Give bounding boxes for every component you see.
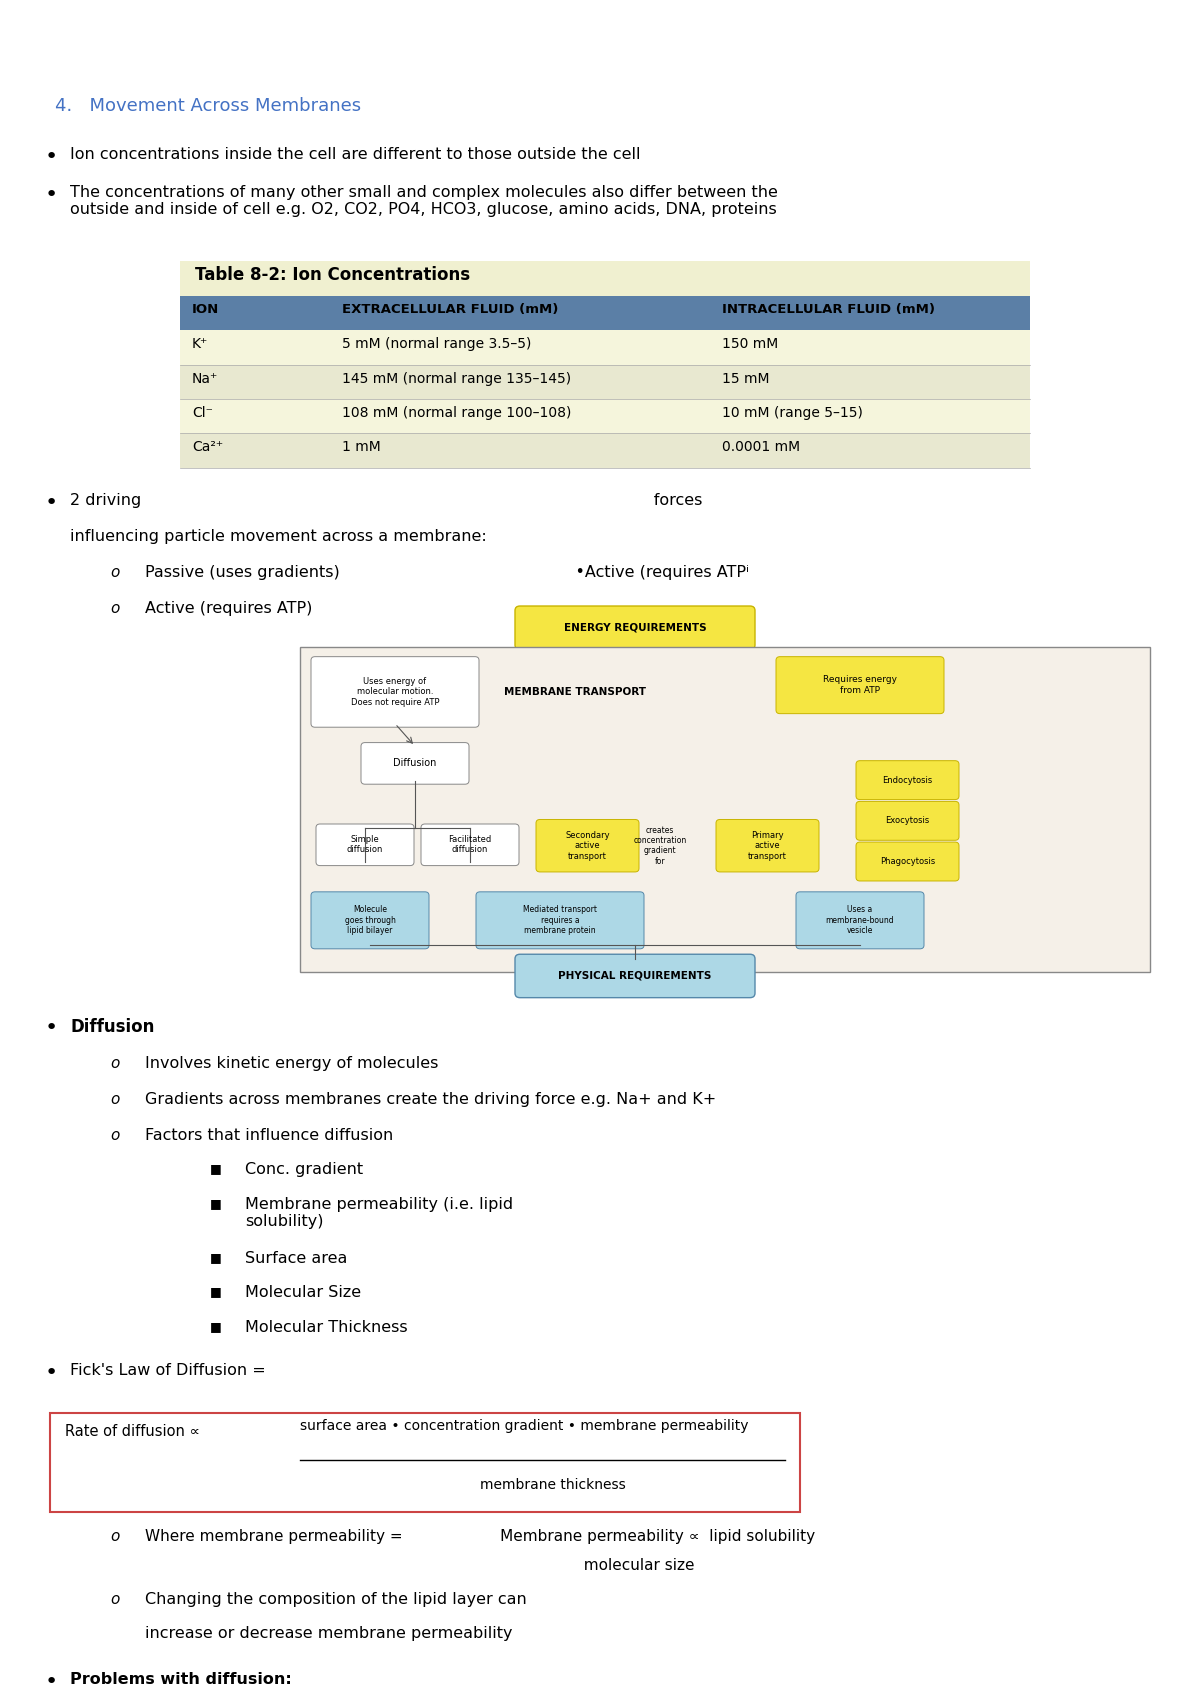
FancyBboxPatch shape [536,820,640,872]
FancyBboxPatch shape [311,657,479,728]
Text: 145 mM (normal range 135–145): 145 mM (normal range 135–145) [342,372,571,385]
Text: Endocytosis: Endocytosis [882,776,932,784]
Text: Molecular Size: Molecular Size [245,1285,361,1300]
Text: o: o [110,1592,119,1607]
Text: •: • [46,492,59,512]
Text: Ca²⁺: Ca²⁺ [192,441,223,455]
Text: 150 mM: 150 mM [722,338,779,351]
Text: Conc. gradient: Conc. gradient [245,1162,364,1178]
Text: o: o [110,1056,119,1071]
FancyBboxPatch shape [856,760,959,799]
Text: o: o [110,565,119,580]
Text: •: • [46,185,59,205]
FancyBboxPatch shape [316,825,414,865]
Text: molecular size: molecular size [145,1558,695,1573]
Text: o: o [110,1529,119,1544]
Text: Exocytosis: Exocytosis [886,816,930,825]
FancyBboxPatch shape [716,820,818,872]
Text: Primary
active
transport: Primary active transport [748,832,787,860]
FancyBboxPatch shape [180,331,1030,365]
Text: ■: ■ [210,1196,222,1210]
Text: ION: ION [192,304,220,316]
Text: •: • [46,1672,59,1692]
Text: Diffusion: Diffusion [394,759,437,769]
FancyBboxPatch shape [180,295,1030,331]
Text: •: • [46,146,59,166]
Text: Factors that influence diffusion: Factors that influence diffusion [145,1129,394,1142]
Text: Molecular Thickness: Molecular Thickness [245,1320,408,1334]
Text: •: • [46,1363,59,1383]
Text: ■: ■ [210,1285,222,1298]
Text: 15 mM: 15 mM [722,372,769,385]
FancyBboxPatch shape [180,433,1030,468]
FancyBboxPatch shape [476,893,644,949]
Text: Membrane permeability (i.e. lipid
solubility): Membrane permeability (i.e. lipid solubi… [245,1196,514,1229]
Text: 1 mM: 1 mM [342,441,380,455]
Text: Secondary
active
transport: Secondary active transport [565,832,610,860]
Text: Na⁺: Na⁺ [192,372,218,385]
Text: ■: ■ [210,1320,222,1332]
Text: Rate of diffusion ∝: Rate of diffusion ∝ [65,1424,200,1439]
FancyBboxPatch shape [311,893,430,949]
Text: 10 mM (range 5–15): 10 mM (range 5–15) [722,406,863,421]
Text: 108 mM (normal range 100–108): 108 mM (normal range 100–108) [342,406,571,421]
Text: •: • [46,1018,59,1037]
Text: MEMBRANE TRANSPORT: MEMBRANE TRANSPORT [504,687,646,697]
FancyBboxPatch shape [856,801,959,840]
Text: ■: ■ [210,1162,222,1176]
FancyBboxPatch shape [180,399,1030,433]
Text: Diffusion: Diffusion [70,1018,155,1035]
FancyBboxPatch shape [50,1414,800,1512]
Text: Molecule
goes through
lipid bilayer: Molecule goes through lipid bilayer [344,906,396,935]
Text: Gradients across membranes create the driving force e.g. Na+ and K+: Gradients across membranes create the dr… [145,1091,716,1106]
Text: Cl⁻: Cl⁻ [192,406,214,421]
Text: Facilitated
diffusion: Facilitated diffusion [449,835,492,855]
FancyBboxPatch shape [776,657,944,714]
FancyBboxPatch shape [515,606,755,650]
Text: membrane thickness: membrane thickness [480,1478,625,1492]
Text: Passive (uses gradients)                                              •Active (r: Passive (uses gradients) •Active (r [145,565,749,580]
Text: Changing the composition of the lipid layer can: Changing the composition of the lipid la… [145,1592,527,1607]
Text: increase or decrease membrane permeability: increase or decrease membrane permeabili… [145,1626,512,1641]
Text: o: o [110,1129,119,1142]
FancyBboxPatch shape [421,825,520,865]
Text: surface area • concentration gradient • membrane permeability: surface area • concentration gradient • … [300,1419,749,1434]
Text: The concentrations of many other small and complex molecules also differ between: The concentrations of many other small a… [70,185,778,217]
Text: creates
concentration
gradient
for: creates concentration gradient for [634,826,686,865]
Text: Uses a
membrane-bound
vesicle: Uses a membrane-bound vesicle [826,906,894,935]
Text: K⁺: K⁺ [192,338,209,351]
FancyBboxPatch shape [856,842,959,881]
Text: influencing particle movement across a membrane:: influencing particle movement across a m… [70,529,487,545]
Text: o: o [110,1091,119,1106]
Text: EXTRACELLULAR FLUID (mM): EXTRACELLULAR FLUID (mM) [342,304,558,316]
Text: Mediated transport
requires a
membrane protein: Mediated transport requires a membrane p… [523,906,598,935]
Text: 0.0001 mM: 0.0001 mM [722,441,800,455]
Text: Involves kinetic energy of molecules: Involves kinetic energy of molecules [145,1056,438,1071]
Text: o: o [110,601,119,616]
Text: PHYSICAL REQUIREMENTS: PHYSICAL REQUIREMENTS [558,971,712,981]
FancyBboxPatch shape [796,893,924,949]
Text: Ion concentrations inside the cell are different to those outside the cell: Ion concentrations inside the cell are d… [70,146,641,161]
Text: Requires energy
from ATP: Requires energy from ATP [823,675,898,694]
Text: Phagocytosis: Phagocytosis [880,857,935,865]
Text: Table 8-2: Ion Concentrations: Table 8-2: Ion Concentrations [194,266,470,283]
Text: 5 mM (normal range 3.5–5): 5 mM (normal range 3.5–5) [342,338,532,351]
FancyBboxPatch shape [515,954,755,998]
Text: Surface area: Surface area [245,1251,347,1266]
Text: Active (requires ATP): Active (requires ATP) [145,601,312,616]
FancyBboxPatch shape [180,365,1030,399]
Text: ■: ■ [210,1251,222,1264]
Text: 2 driving                                                                       : 2 driving [70,492,702,507]
FancyBboxPatch shape [361,743,469,784]
Text: INTRACELLULAR FLUID (mM): INTRACELLULAR FLUID (mM) [722,304,935,316]
FancyBboxPatch shape [180,261,1030,295]
Text: Simple
diffusion: Simple diffusion [347,835,383,855]
Text: ENERGY REQUIREMENTS: ENERGY REQUIREMENTS [564,623,707,633]
Text: Problems with diffusion:: Problems with diffusion: [70,1672,292,1687]
Text: Where membrane permeability =                    Membrane permeability ∝  lipid : Where membrane permeability = Membrane p… [145,1529,815,1544]
Text: Fick's Law of Diffusion =: Fick's Law of Diffusion = [70,1363,265,1378]
Text: Uses energy of
molecular motion.
Does not require ATP: Uses energy of molecular motion. Does no… [350,677,439,708]
Text: 4.   Movement Across Membranes: 4. Movement Across Membranes [55,97,361,115]
FancyBboxPatch shape [300,647,1150,972]
